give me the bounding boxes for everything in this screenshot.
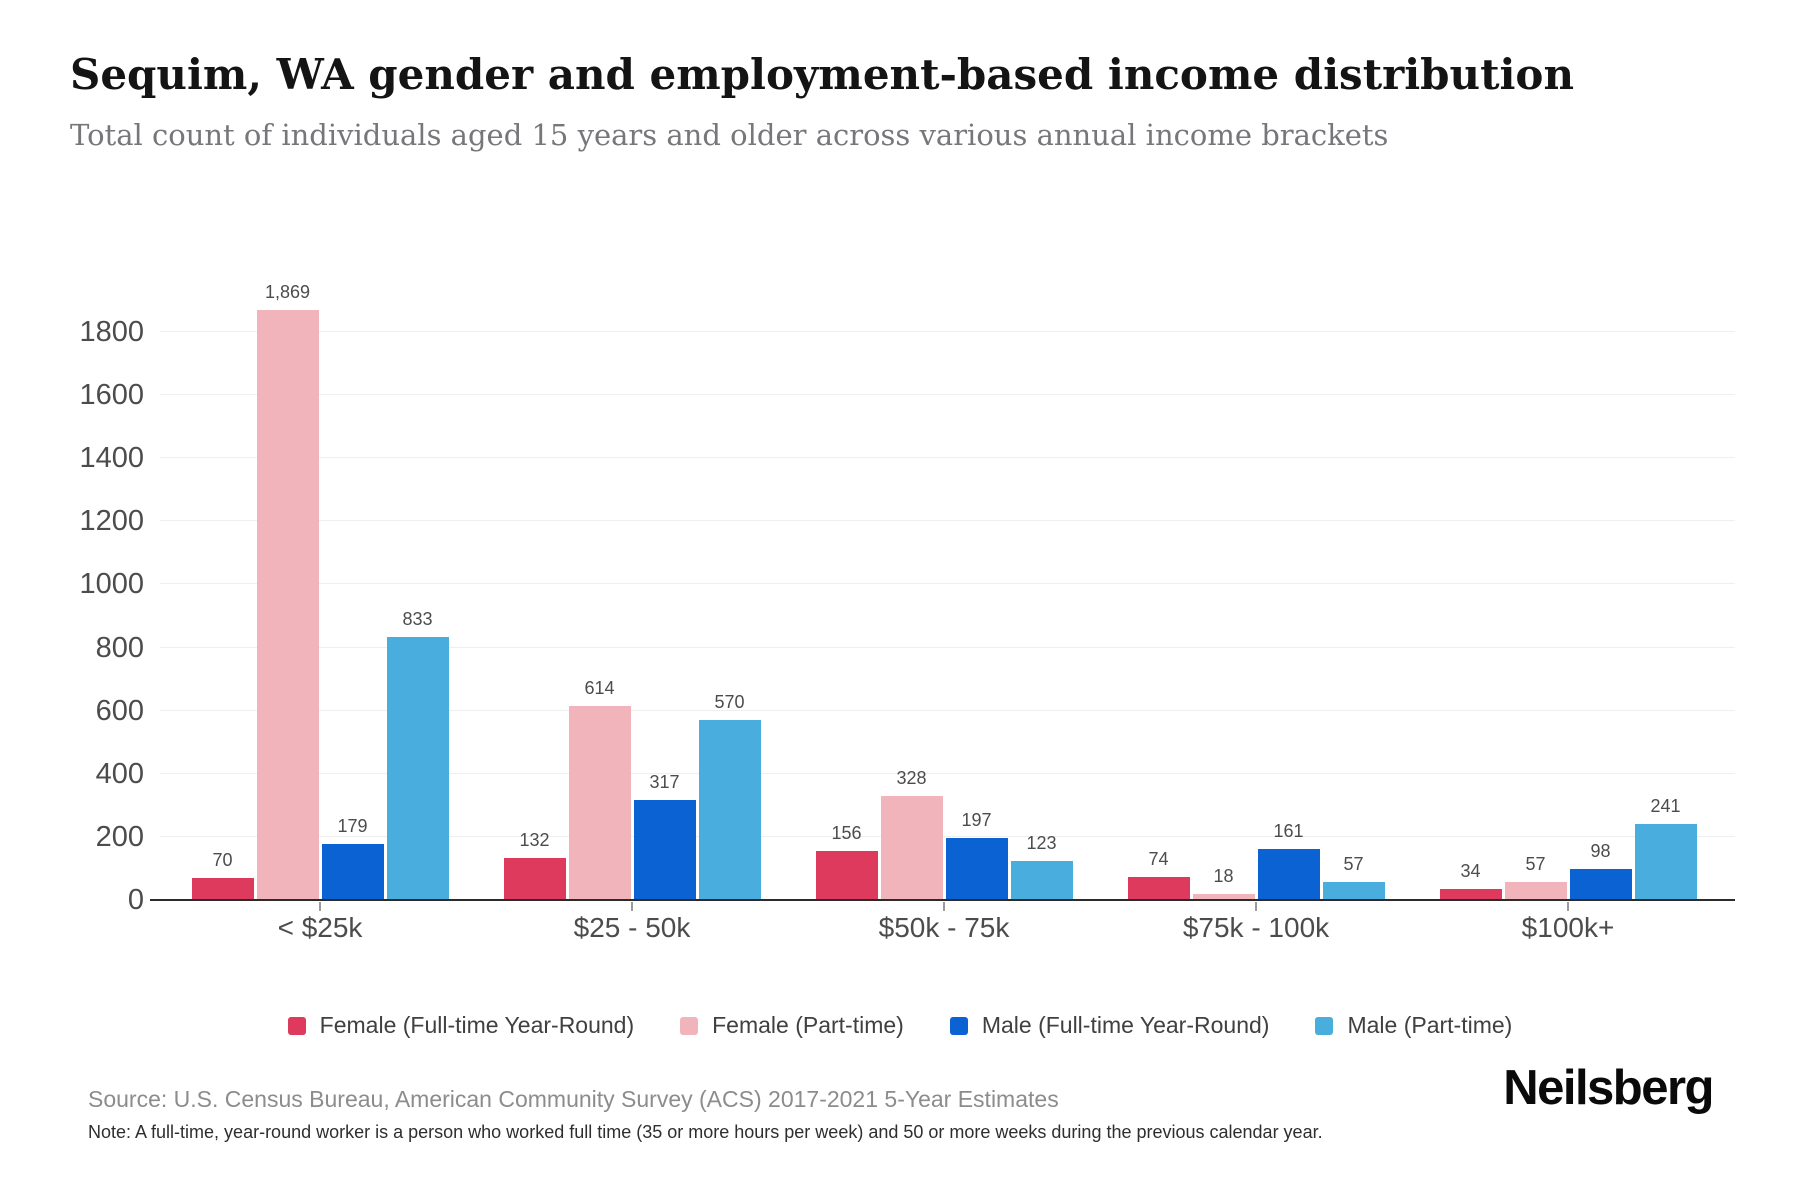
legend-item-label: Female (Part-time): [712, 1012, 904, 1038]
legend-item-label: Male (Part-time): [1347, 1012, 1513, 1038]
page-title: Sequim, WA gender and employment-based i…: [70, 50, 1574, 99]
gridline: [160, 457, 1735, 459]
bar-value-label: 833: [402, 609, 433, 630]
bar[interactable]: [633, 799, 696, 900]
note-text: Note: A full-time, year-round worker is …: [88, 1122, 1323, 1142]
gridline: [160, 330, 1735, 332]
bar[interactable]: [386, 637, 449, 900]
bar-value-label: 1,869: [264, 282, 311, 303]
bar[interactable]: [1504, 882, 1567, 900]
x-axis-category-label: < $25k: [277, 912, 363, 943]
bar[interactable]: [1322, 882, 1385, 900]
bar-value-label: 328: [896, 768, 927, 789]
y-axis-tick-label: 0: [127, 884, 144, 916]
bar[interactable]: [321, 843, 384, 900]
bar[interactable]: [945, 837, 1008, 900]
legend: Female (Full-time Year-Round) Female (Par…: [0, 1012, 1800, 1039]
bar[interactable]: [698, 720, 761, 900]
gridline: [160, 835, 1735, 837]
bar-value-label: 156: [831, 822, 862, 843]
page-subtitle: Total count of individuals aged 15 years…: [70, 118, 1389, 152]
gridline: [160, 772, 1735, 774]
gridline: [160, 520, 1735, 522]
source-text: Source: U.S. Census Bureau, American Com…: [88, 1086, 1059, 1112]
bar-value-label: 123: [1026, 833, 1057, 854]
bar-value-label: 317: [649, 771, 680, 792]
bar[interactable]: [256, 310, 319, 900]
legend-item-label: Female (Full-time Year-Round): [319, 1012, 635, 1038]
legend-swatch-icon: [949, 1016, 968, 1035]
bar-value-label: 57: [1343, 854, 1364, 875]
bar-value-label: 57: [1525, 854, 1546, 875]
bar-value-label: 74: [1148, 848, 1169, 869]
y-axis-tick-label: 400: [95, 757, 144, 790]
x-axis-category-label: $75k - 100k: [1182, 912, 1330, 943]
bar[interactable]: [1192, 894, 1255, 900]
bar[interactable]: [1634, 823, 1697, 900]
bar-value-label: 197: [961, 809, 992, 830]
bar-value-label: 132: [519, 830, 550, 851]
legend-item[interactable]: Male (Full-time Year-Round): [949, 1012, 1270, 1039]
bar[interactable]: [1127, 876, 1190, 900]
bar[interactable]: [1569, 869, 1632, 900]
legend-swatch-icon: [1315, 1016, 1334, 1035]
y-axis-tick-label: 1400: [79, 442, 144, 475]
bar[interactable]: [815, 850, 878, 900]
x-axis-tick: [319, 902, 321, 911]
bar-value-label: 161: [1273, 821, 1304, 842]
legend-item[interactable]: Female (Full-time Year-Round): [287, 1012, 635, 1039]
bar-value-label: 241: [1650, 795, 1681, 816]
bar[interactable]: [1439, 889, 1502, 900]
bar[interactable]: [191, 877, 254, 900]
legend-swatch-icon: [680, 1016, 699, 1035]
gridline: [160, 646, 1735, 648]
legend-item[interactable]: Female (Part-time): [680, 1012, 904, 1039]
plot-area: 0 200 400 600 800 1000 1200 1400 1600 1800 < $25k 7…: [79, 280, 1735, 943]
bar[interactable]: [1257, 849, 1320, 900]
bar-value-label: 179: [337, 815, 368, 836]
bar[interactable]: [568, 706, 631, 900]
x-axis-tick: [631, 902, 633, 911]
x-axis-line: [150, 899, 1735, 901]
bar-value-label: 18: [1213, 866, 1234, 887]
x-axis-category-label: $100k+: [1521, 912, 1615, 943]
x-axis-tick: [1255, 902, 1257, 911]
legend-swatch-icon: [287, 1016, 306, 1035]
neilsberg-logo: Neilsberg: [1503, 1061, 1714, 1115]
bar[interactable]: [503, 858, 566, 900]
gridline: [160, 709, 1735, 711]
bar-value-label: 98: [1590, 841, 1611, 862]
bar-value-label: 34: [1460, 861, 1481, 882]
y-axis-tick-label: 200: [95, 820, 144, 853]
x-axis-tick: [943, 902, 945, 911]
legend-item-label: Male (Full-time Year-Round): [981, 1012, 1270, 1038]
x-axis-category-label: $50k - 75k: [878, 912, 1010, 943]
bar-value-label: 570: [714, 692, 745, 713]
gridline: [160, 583, 1735, 585]
x-axis-category-label: $25 - 50k: [573, 912, 691, 943]
gridline: [160, 394, 1735, 396]
legend-item[interactable]: Male (Part-time): [1315, 1012, 1512, 1039]
y-axis-tick-label: 1600: [79, 379, 144, 412]
y-axis-tick-label: 1200: [79, 505, 144, 538]
bar[interactable]: [880, 796, 943, 900]
y-axis-tick-label: 1000: [79, 568, 144, 601]
bar[interactable]: [1010, 861, 1073, 900]
bar-value-label: 70: [212, 849, 233, 870]
bar-value-label: 614: [584, 678, 615, 699]
y-axis-tick-label: 600: [95, 694, 144, 727]
y-axis-tick-label: 800: [95, 631, 144, 664]
y-axis-tick-label: 1800: [79, 315, 144, 348]
x-axis-tick: [1567, 902, 1569, 911]
